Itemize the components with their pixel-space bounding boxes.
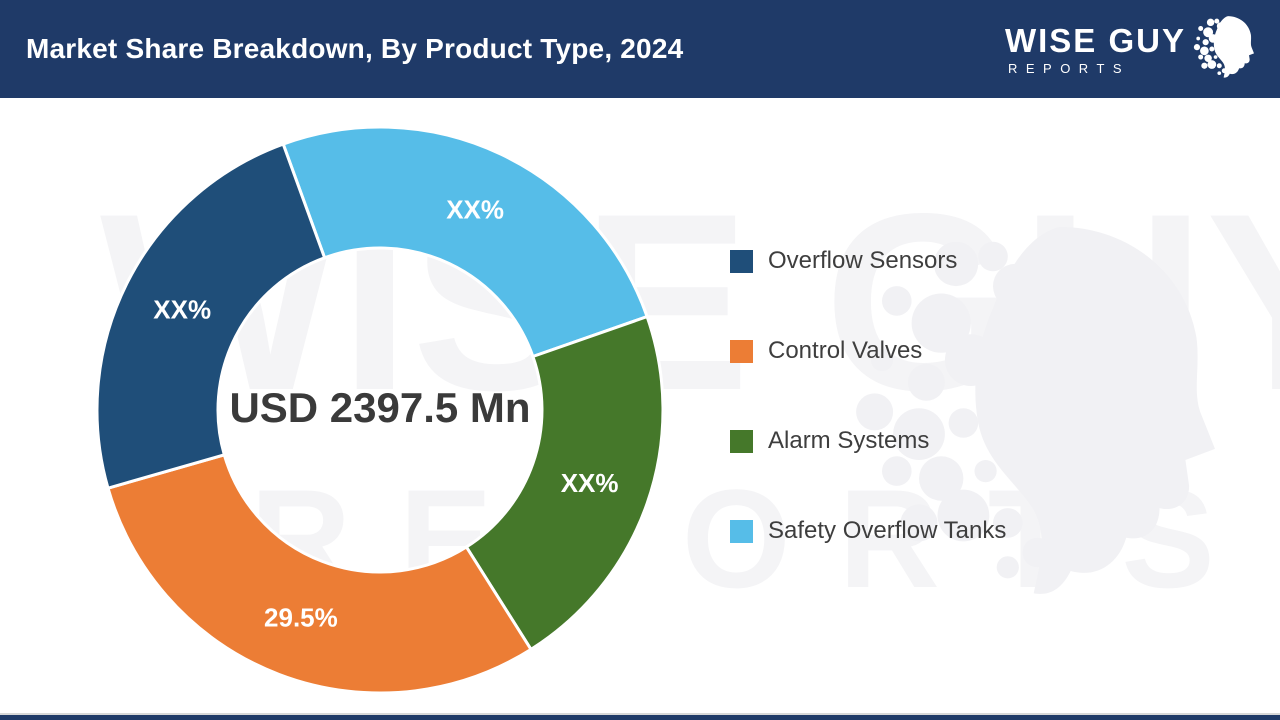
legend-item-alarm-systems: Alarm Systems [730, 424, 1006, 458]
segment-percent-label: XX% [561, 468, 619, 498]
wiseguy-logo: WISE GUY REPORTS [1005, 13, 1254, 85]
donut-segment-overflow-sensors [95, 142, 327, 491]
header-bar: Market Share Breakdown, By Product Type,… [0, 0, 1280, 98]
chart-legend: Overflow Sensors Control Valves Alarm Syst… [730, 244, 1006, 604]
donut-center-value: USD 2397.5 Mn [229, 384, 531, 431]
legend-swatch-icon [730, 249, 753, 273]
logo-wordmark: WISE GUY [1004, 21, 1186, 59]
page-title: Market Share Breakdown, By Product Type,… [26, 33, 684, 64]
segment-percent-label: XX% [153, 294, 211, 324]
donut-segment-control-valves [106, 452, 534, 695]
legend-item-overflow-sensors: Overflow Sensors [730, 244, 1006, 278]
logo-subtext: REPORTS [1007, 60, 1131, 76]
legend-label: Safety Overflow Tanks [768, 517, 1007, 544]
donut-segment-alarm-systems [464, 314, 665, 652]
donut-chart: XX% XX% 29.5% XX% [95, 125, 665, 695]
segment-percent-label: XX% [446, 194, 504, 224]
legend-item-control-valves: Control Valves [730, 334, 1006, 368]
footer-bar [0, 713, 1280, 720]
legend-swatch-icon [730, 429, 753, 453]
legend-item-safety-overflow-tanks: Safety Overflow Tanks [730, 514, 1006, 548]
legend-swatch-icon [730, 519, 753, 543]
wiseguy-face-icon [1192, 13, 1254, 85]
donut-segment-safety-overflow-tanks [281, 125, 650, 359]
legend-swatch-icon [730, 339, 753, 363]
legend-label: Control Valves [768, 337, 923, 364]
chart-area: WISE GUY REPORTS XX% XX% 29.5% XX% USD 2397… [0, 98, 1280, 713]
legend-label: Alarm Systems [768, 427, 930, 454]
segment-percent-label: 29.5% [264, 602, 338, 632]
legend-label: Overflow Sensors [768, 247, 958, 274]
